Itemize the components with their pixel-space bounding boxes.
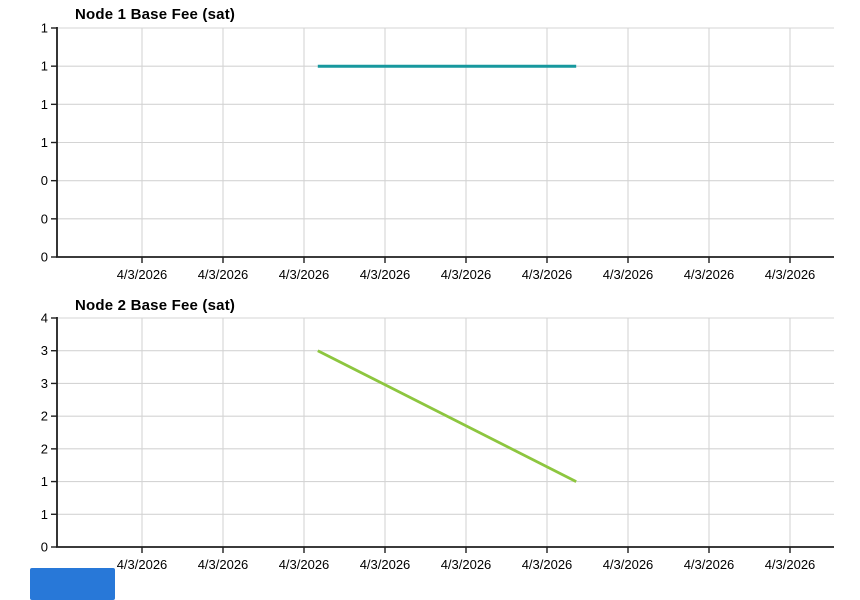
x-tick-label: 4/3/2026: [684, 267, 735, 282]
x-tick-label: 4/3/2026: [522, 267, 573, 282]
x-tick-label: 4/3/2026: [198, 267, 249, 282]
y-tick-label: 1: [41, 507, 48, 522]
series-line: [317, 349, 577, 483]
x-tick-label: 4/3/2026: [522, 557, 573, 572]
y-tick-label: 0: [41, 173, 48, 188]
y-tick-label: 0: [41, 211, 48, 226]
x-tick-label: 4/3/2026: [360, 557, 411, 572]
y-tick-label: 1: [41, 97, 48, 112]
y-tick-label: 4: [41, 311, 48, 326]
x-tick-label: 4/3/2026: [360, 267, 411, 282]
chart2-title: Node 2 Base Fee (sat): [75, 297, 236, 314]
x-tick-label: 4/3/2026: [684, 557, 735, 572]
y-tick-label: 1: [41, 474, 48, 489]
y-tick-label: 0: [41, 250, 48, 265]
x-tick-label: 4/3/2026: [279, 557, 330, 572]
y-tick-label: 2: [41, 409, 48, 424]
x-tick-label: 4/3/2026: [198, 557, 249, 572]
x-tick-label: 4/3/2026: [117, 557, 168, 572]
y-tick-label: 1: [41, 59, 48, 74]
x-tick-label: 4/3/2026: [441, 557, 492, 572]
x-tick-label: 4/3/2026: [117, 267, 168, 282]
x-tick-label: 4/3/2026: [441, 267, 492, 282]
y-tick-label: 3: [41, 376, 48, 391]
chart1-title: Node 1 Base Fee (sat): [75, 6, 236, 23]
y-tick-label: 1: [41, 135, 48, 150]
x-tick-label: 4/3/2026: [765, 267, 816, 282]
x-tick-label: 4/3/2026: [603, 557, 654, 572]
x-tick-label: 4/3/2026: [603, 267, 654, 282]
y-tick-label: 3: [41, 343, 48, 358]
x-tick-label: 4/3/2026: [279, 267, 330, 282]
y-tick-label: 0: [41, 540, 48, 555]
x-tick-label: 4/3/2026: [765, 557, 816, 572]
y-tick-label: 1: [41, 21, 48, 36]
bottom-left-blue-box[interactable]: [30, 568, 115, 600]
y-tick-label: 2: [41, 441, 48, 456]
